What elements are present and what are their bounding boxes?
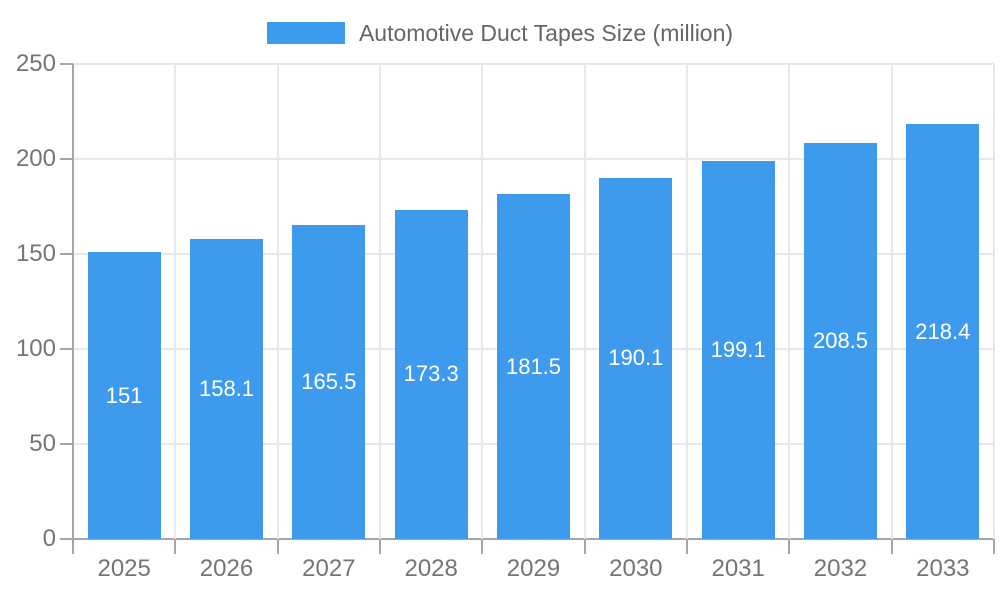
y-gridline [73,63,994,65]
y-axis-tick-label: 0 [42,525,56,552]
y-axis-tick-label: 50 [29,430,56,457]
bar: 151 [87,252,161,539]
legend-label: Automotive Duct Tapes Size (million) [358,19,734,46]
bar: 158.1 [190,238,263,539]
x-axis-category-label: 2025 [97,555,151,582]
y-axis-tick-label: 150 [15,240,56,267]
bar-value-label: 158.1 [198,375,255,401]
x-axis-tick [481,539,484,554]
bar-value-label: 173.3 [403,361,459,387]
bar-value-label: 151 [105,382,143,408]
x-axis-category-label: 2030 [609,555,663,582]
x-axis-tick [72,539,74,554]
x-axis-category-label: 2028 [404,555,458,582]
x-axis-category-label: 2031 [711,555,765,582]
bar-value-label: 181.5 [505,353,562,379]
x-axis-baseline [73,538,994,540]
x-axis-tick [276,539,279,554]
bar-value-label: 218.4 [915,318,971,344]
x-gridline [686,64,688,539]
bar: 173.3 [394,209,468,539]
bar: 218.4 [906,124,980,539]
x-axis-category-label: 2033 [916,555,970,582]
y-axis-tick [60,443,73,445]
y-axis-line [72,64,74,539]
y-axis-tick-label: 250 [15,50,56,77]
bar: 208.5 [804,142,877,539]
x-gridline [890,64,893,539]
x-gridline [276,64,279,539]
chart-legend[interactable]: Automotive Duct Tapes Size (million) [0,14,1000,52]
x-axis-tick [583,539,586,554]
bar: 181.5 [497,194,570,539]
bar: 165.5 [292,224,366,539]
x-gridline [174,64,177,539]
x-axis-tick [890,539,893,554]
bar-value-label: 199.1 [710,336,766,362]
bar: 199.1 [701,160,775,539]
x-gridline [788,64,791,539]
bar-value-label: 165.5 [301,368,357,394]
y-gridline [73,158,994,160]
y-axis-tick [60,538,73,540]
x-gridline [379,64,381,539]
x-axis-tick [379,539,381,554]
x-axis-tick [686,539,688,554]
y-axis-tick [60,158,73,160]
bar-value-label: 190.1 [608,345,664,371]
y-axis-tick [60,253,73,255]
x-gridline [583,64,586,539]
x-axis-category-label: 2026 [199,555,254,582]
x-axis-tick [788,539,791,554]
y-axis-tick-label: 100 [15,335,56,362]
x-axis-category-label: 2032 [813,555,868,582]
legend-swatch [266,22,345,44]
y-axis-tick [60,63,73,65]
y-axis-tick [60,348,73,350]
x-axis-tick [174,539,177,554]
bar: 190.1 [599,177,673,539]
x-axis-category-label: 2029 [506,555,561,582]
y-axis-tick-label: 200 [15,145,56,172]
x-gridline [481,64,484,539]
x-axis-category-label: 2027 [302,555,356,582]
x-axis-tick [993,539,995,554]
bar-value-label: 208.5 [812,327,869,353]
x-gridline [993,64,995,539]
